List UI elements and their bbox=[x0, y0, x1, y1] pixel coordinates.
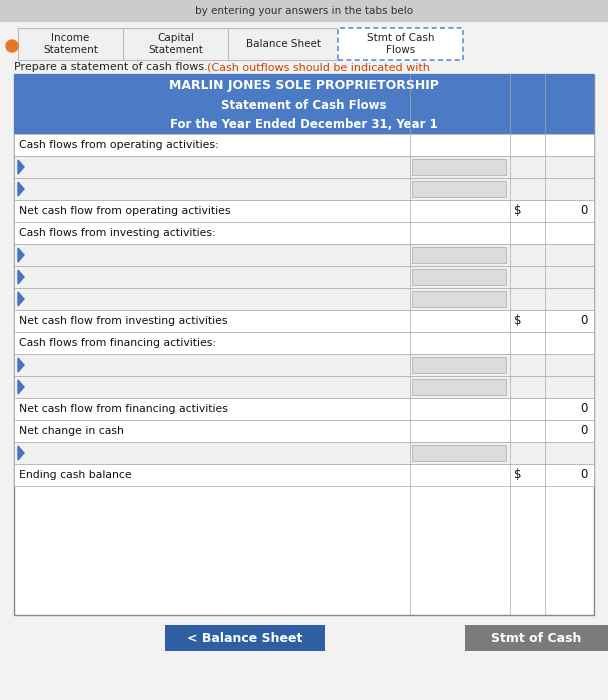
Polygon shape bbox=[18, 248, 24, 262]
FancyBboxPatch shape bbox=[14, 74, 594, 96]
Text: Stmt of Cash: Stmt of Cash bbox=[491, 631, 582, 645]
Text: (Cash outflows should be indicated with: (Cash outflows should be indicated with bbox=[207, 62, 430, 72]
Text: Stmt of Cash
Flows: Stmt of Cash Flows bbox=[367, 33, 434, 55]
FancyBboxPatch shape bbox=[0, 22, 608, 700]
FancyBboxPatch shape bbox=[14, 74, 594, 615]
FancyBboxPatch shape bbox=[14, 464, 594, 486]
FancyBboxPatch shape bbox=[165, 625, 325, 651]
Text: MARLIN JONES SOLE PROPRIETORSHIP: MARLIN JONES SOLE PROPRIETORSHIP bbox=[169, 78, 439, 92]
Text: For the Year Ended December 31, Year 1: For the Year Ended December 31, Year 1 bbox=[170, 118, 438, 131]
Text: by entering your answers in the tabs belo: by entering your answers in the tabs bel… bbox=[195, 6, 413, 16]
Text: 0: 0 bbox=[581, 468, 588, 482]
FancyBboxPatch shape bbox=[14, 178, 594, 200]
Text: Balance Sheet: Balance Sheet bbox=[246, 39, 320, 49]
FancyBboxPatch shape bbox=[14, 222, 594, 244]
FancyBboxPatch shape bbox=[14, 266, 594, 288]
FancyBboxPatch shape bbox=[338, 28, 463, 60]
FancyBboxPatch shape bbox=[14, 288, 594, 310]
FancyBboxPatch shape bbox=[412, 445, 506, 461]
FancyBboxPatch shape bbox=[412, 379, 506, 395]
FancyBboxPatch shape bbox=[412, 269, 506, 285]
FancyBboxPatch shape bbox=[14, 310, 594, 332]
Text: Net change in cash: Net change in cash bbox=[19, 426, 124, 436]
Text: Capital
Statement: Capital Statement bbox=[148, 33, 203, 55]
FancyBboxPatch shape bbox=[18, 28, 123, 60]
Text: Net cash flow from operating activities: Net cash flow from operating activities bbox=[19, 206, 230, 216]
Text: Cash flows from operating activities:: Cash flows from operating activities: bbox=[19, 140, 219, 150]
FancyBboxPatch shape bbox=[338, 28, 463, 60]
Circle shape bbox=[6, 40, 18, 52]
Text: Statement of Cash Flows: Statement of Cash Flows bbox=[221, 99, 387, 112]
Text: Net cash flow from financing activities: Net cash flow from financing activities bbox=[19, 404, 228, 414]
Polygon shape bbox=[18, 182, 24, 196]
FancyBboxPatch shape bbox=[412, 181, 506, 197]
FancyBboxPatch shape bbox=[412, 247, 506, 263]
Text: Cash flows from financing activities:: Cash flows from financing activities: bbox=[19, 338, 216, 348]
FancyBboxPatch shape bbox=[14, 156, 594, 178]
FancyBboxPatch shape bbox=[123, 28, 228, 60]
FancyBboxPatch shape bbox=[14, 398, 594, 420]
Text: Cash flows from investing activities:: Cash flows from investing activities: bbox=[19, 228, 216, 238]
FancyBboxPatch shape bbox=[14, 442, 594, 464]
FancyBboxPatch shape bbox=[14, 376, 594, 398]
FancyBboxPatch shape bbox=[412, 291, 506, 307]
Text: $: $ bbox=[514, 468, 522, 482]
FancyBboxPatch shape bbox=[14, 354, 594, 376]
Polygon shape bbox=[18, 292, 24, 306]
Polygon shape bbox=[18, 160, 24, 174]
Text: 0: 0 bbox=[581, 402, 588, 416]
FancyBboxPatch shape bbox=[0, 0, 608, 22]
FancyBboxPatch shape bbox=[14, 244, 594, 266]
FancyBboxPatch shape bbox=[14, 96, 594, 115]
Text: Ending cash balance: Ending cash balance bbox=[19, 470, 131, 480]
FancyBboxPatch shape bbox=[412, 159, 506, 175]
Polygon shape bbox=[18, 446, 24, 460]
FancyBboxPatch shape bbox=[14, 115, 594, 134]
Polygon shape bbox=[18, 380, 24, 394]
FancyBboxPatch shape bbox=[14, 332, 594, 354]
Polygon shape bbox=[18, 358, 24, 372]
Text: $: $ bbox=[514, 204, 522, 218]
FancyBboxPatch shape bbox=[14, 134, 594, 156]
FancyBboxPatch shape bbox=[14, 200, 594, 222]
Text: Net cash flow from investing activities: Net cash flow from investing activities bbox=[19, 316, 227, 326]
Text: Income
Statement: Income Statement bbox=[43, 33, 98, 55]
Text: $: $ bbox=[514, 314, 522, 328]
Text: 0: 0 bbox=[581, 204, 588, 218]
FancyBboxPatch shape bbox=[465, 625, 608, 651]
Text: 0: 0 bbox=[581, 424, 588, 438]
FancyBboxPatch shape bbox=[14, 420, 594, 442]
Text: 0: 0 bbox=[581, 314, 588, 328]
Polygon shape bbox=[18, 270, 24, 284]
FancyBboxPatch shape bbox=[228, 28, 338, 60]
FancyBboxPatch shape bbox=[412, 357, 506, 373]
Text: Prepare a statement of cash flows.: Prepare a statement of cash flows. bbox=[14, 62, 211, 72]
Text: < Balance Sheet: < Balance Sheet bbox=[187, 631, 303, 645]
